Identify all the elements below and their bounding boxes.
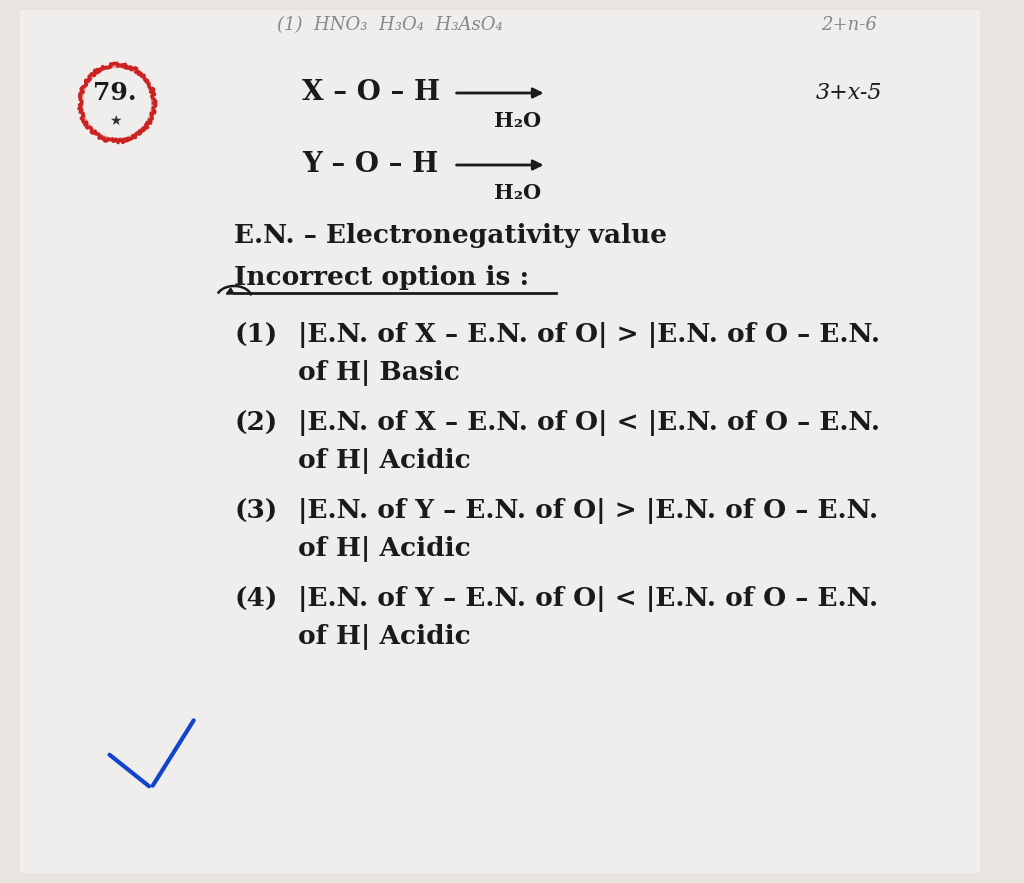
Text: of H| Acidic: of H| Acidic [298,624,470,650]
Text: 3+x-5: 3+x-5 [816,82,883,104]
Text: (1)  HNO₃  H₃O₄  H₃AsO₄: (1) HNO₃ H₃O₄ H₃AsO₄ [278,16,503,34]
Text: H₂O: H₂O [494,111,541,131]
Text: of H| Acidic: of H| Acidic [298,536,470,562]
Text: ★: ★ [109,114,122,128]
Text: (3): (3) [234,499,278,524]
Text: |E.N. of X – E.N. of O| < |E.N. of O – E.N.: |E.N. of X – E.N. of O| < |E.N. of O – E… [298,410,880,436]
FancyBboxPatch shape [19,10,980,873]
Text: |E.N. of X – E.N. of O| > |E.N. of O – E.N.: |E.N. of X – E.N. of O| > |E.N. of O – E… [298,322,880,348]
Text: Incorrect option is :: Incorrect option is : [234,266,529,291]
Text: of H| Basic: of H| Basic [298,360,460,386]
Text: H₂O: H₂O [494,183,541,203]
Text: of H| Acidic: of H| Acidic [298,448,470,474]
Text: |E.N. of Y – E.N. of O| > |E.N. of O – E.N.: |E.N. of Y – E.N. of O| > |E.N. of O – E… [298,498,878,524]
Text: (2): (2) [234,411,278,435]
Text: 2+n-6: 2+n-6 [821,16,877,34]
Text: Y – O – H: Y – O – H [302,152,438,178]
Text: (4): (4) [234,586,278,612]
Text: 79.: 79. [93,81,137,105]
Text: E.N. – Electronegativity value: E.N. – Electronegativity value [234,223,668,247]
Text: X – O – H: X – O – H [302,79,440,107]
Text: |E.N. of Y – E.N. of O| < |E.N. of O – E.N.: |E.N. of Y – E.N. of O| < |E.N. of O – E… [298,586,878,612]
Text: (1): (1) [234,322,278,348]
